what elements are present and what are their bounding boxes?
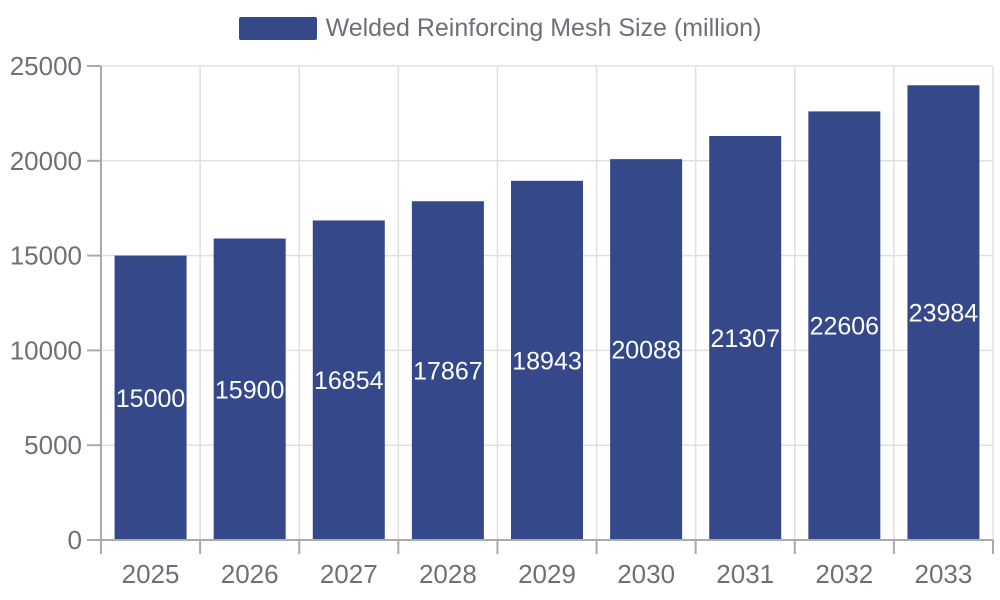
x-axis-label: 2030 <box>617 559 675 589</box>
bar-2030[interactable] <box>610 159 683 540</box>
x-axis-label: 2028 <box>419 559 477 589</box>
x-axis-label: 2031 <box>716 559 774 589</box>
y-axis-label: 5000 <box>24 430 82 460</box>
x-axis-label: 2032 <box>815 559 873 589</box>
bar-value-label: 22606 <box>810 313 880 341</box>
bar-value-label: 18943 <box>512 347 582 375</box>
bar-value-label: 16854 <box>314 367 384 395</box>
bar-2026[interactable] <box>213 238 286 540</box>
legend-label: Welded Reinforcing Mesh Size (million) <box>325 14 762 42</box>
y-axis-label: 10000 <box>10 335 82 365</box>
bar-2029[interactable] <box>511 180 583 541</box>
y-axis-label: 0 <box>68 525 82 555</box>
bar-value-label: 15900 <box>215 376 285 404</box>
bar-value-label: 15000 <box>116 385 186 413</box>
y-axis-label: 20000 <box>10 146 82 176</box>
bar-2028[interactable] <box>411 201 484 540</box>
y-axis-label: 25000 <box>10 51 82 81</box>
bar-2025[interactable] <box>114 255 187 540</box>
bar-2027[interactable] <box>312 220 385 540</box>
x-axis-label: 2025 <box>122 559 180 589</box>
bar-value-label: 20088 <box>611 337 681 365</box>
x-axis-label: 2026 <box>221 559 279 589</box>
x-axis-label: 2027 <box>320 559 378 589</box>
bar-value-label: 23984 <box>909 300 979 328</box>
legend-swatch <box>238 16 317 40</box>
legend[interactable]: Welded Reinforcing Mesh Size (million) <box>0 15 1000 41</box>
x-axis-label: 2033 <box>915 559 973 589</box>
bar-2032[interactable] <box>808 111 881 540</box>
y-axis-label: 15000 <box>10 241 82 271</box>
bar-value-label: 21307 <box>710 325 780 353</box>
bar-value-label: 17867 <box>413 358 483 386</box>
x-axis-label: 2029 <box>518 559 576 589</box>
bar-2031[interactable] <box>709 136 782 540</box>
bar-2033[interactable] <box>907 85 980 540</box>
